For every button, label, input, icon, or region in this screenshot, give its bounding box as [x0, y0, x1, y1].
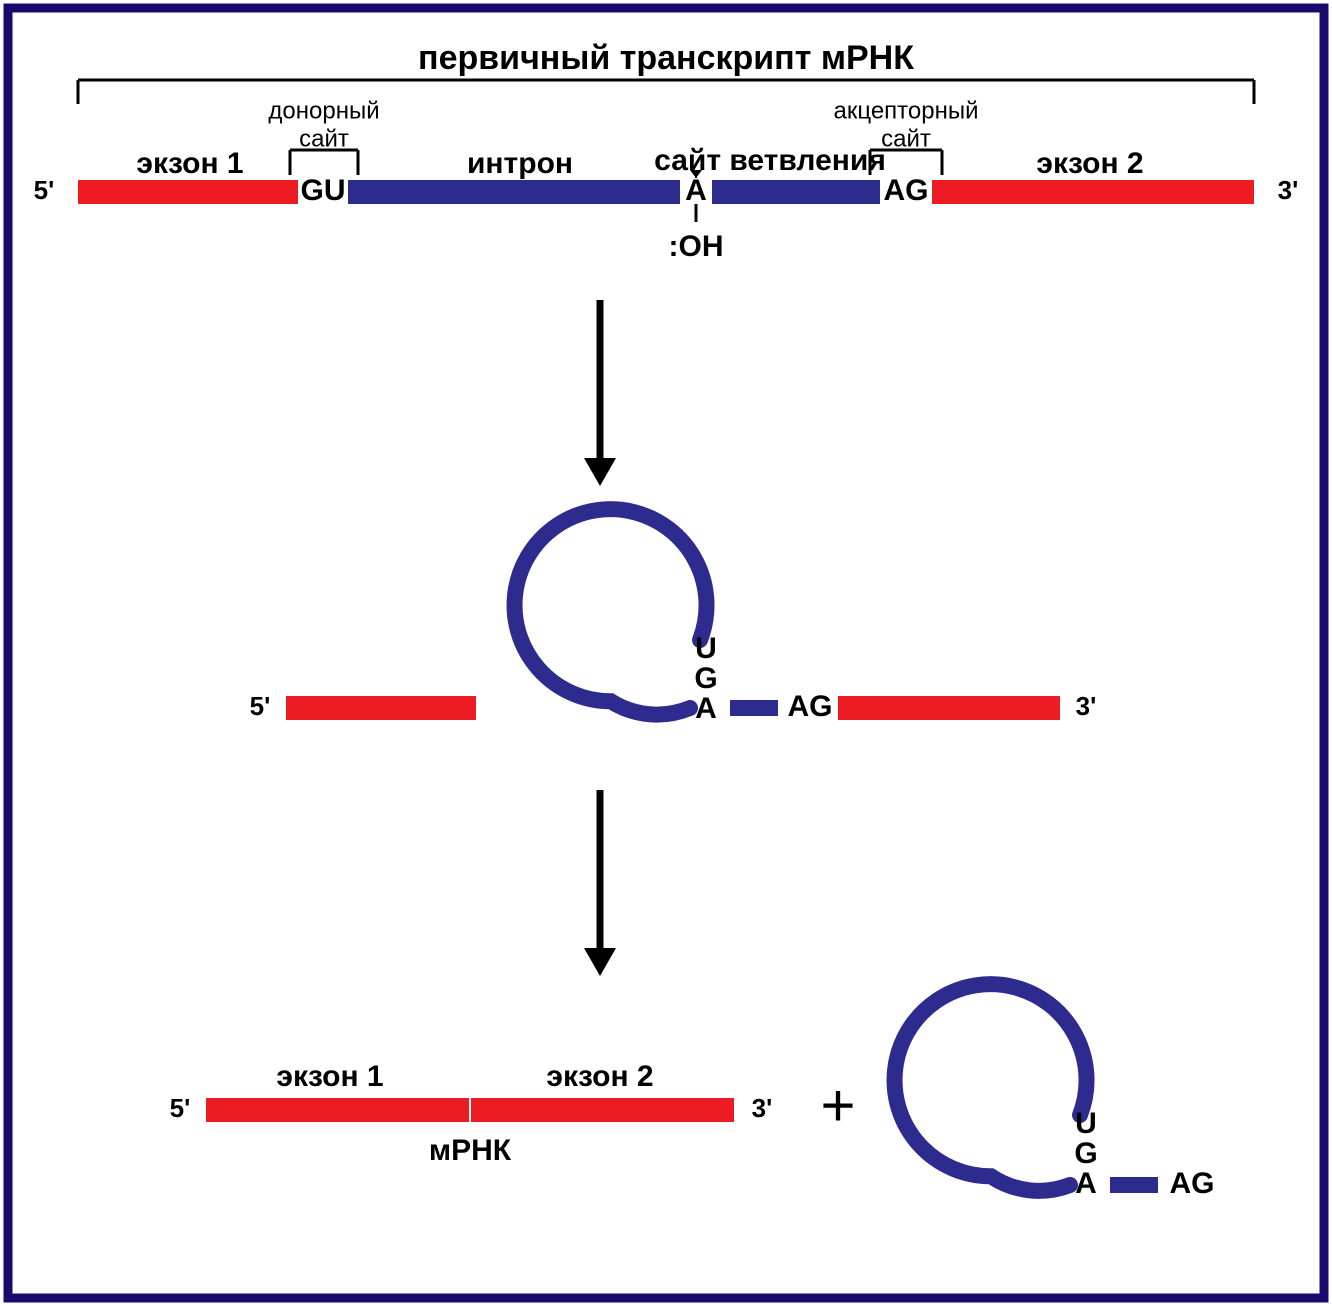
s3-lariat-loop: [895, 984, 1087, 1191]
gu-seq: GU: [301, 174, 346, 207]
oh-label: :OH: [669, 230, 724, 263]
acceptor-label: акцепторный: [834, 97, 979, 124]
exon1-label: экзон 1: [136, 147, 243, 180]
s3-exon2-label: экзон 2: [546, 1060, 653, 1093]
branch-a-seq: A: [685, 174, 707, 207]
title: первичный транскрипт мРНК: [418, 39, 914, 77]
s2-five-prime: 5': [250, 691, 271, 721]
s3-ag: AG: [1170, 1167, 1215, 1200]
arrow-head: [584, 458, 616, 486]
arrow-head: [584, 948, 616, 976]
three-prime: 3': [1278, 175, 1299, 205]
s3-exon1-label: экзон 1: [276, 1060, 383, 1093]
plus-sign: +: [820, 1072, 855, 1139]
s2-ag: AG: [788, 690, 833, 723]
ag-seq: AG: [884, 174, 929, 207]
s2-lariat-loop: [515, 509, 707, 714]
diagram-frame: первичный транскрипт мРНКдонорныйсайтакц…: [0, 0, 1332, 1306]
s3-three-prime: 3': [752, 1093, 773, 1123]
donor-label: донорный: [268, 97, 379, 124]
s3-a: A: [1075, 1167, 1097, 1200]
intron-label: интрон: [467, 147, 573, 180]
branch-label: сайт ветвления: [654, 144, 886, 177]
s3-g: G: [1074, 1137, 1097, 1170]
exon2-label: экзон 2: [1036, 147, 1143, 180]
s2-g: G: [694, 662, 717, 695]
mrna-label: мРНК: [429, 1134, 512, 1167]
s2-u: U: [695, 632, 717, 665]
acceptor-site-label: сайт: [881, 125, 931, 152]
splicing-diagram: первичный транскрипт мРНКдонорныйсайтакц…: [0, 0, 1332, 1306]
five-prime: 5': [34, 175, 55, 205]
s2-three-prime: 3': [1076, 691, 1097, 721]
s3-five-prime: 5': [170, 1093, 191, 1123]
donor-site-label: сайт: [299, 125, 349, 152]
s2-a: A: [695, 692, 717, 725]
s3-u: U: [1075, 1107, 1097, 1140]
